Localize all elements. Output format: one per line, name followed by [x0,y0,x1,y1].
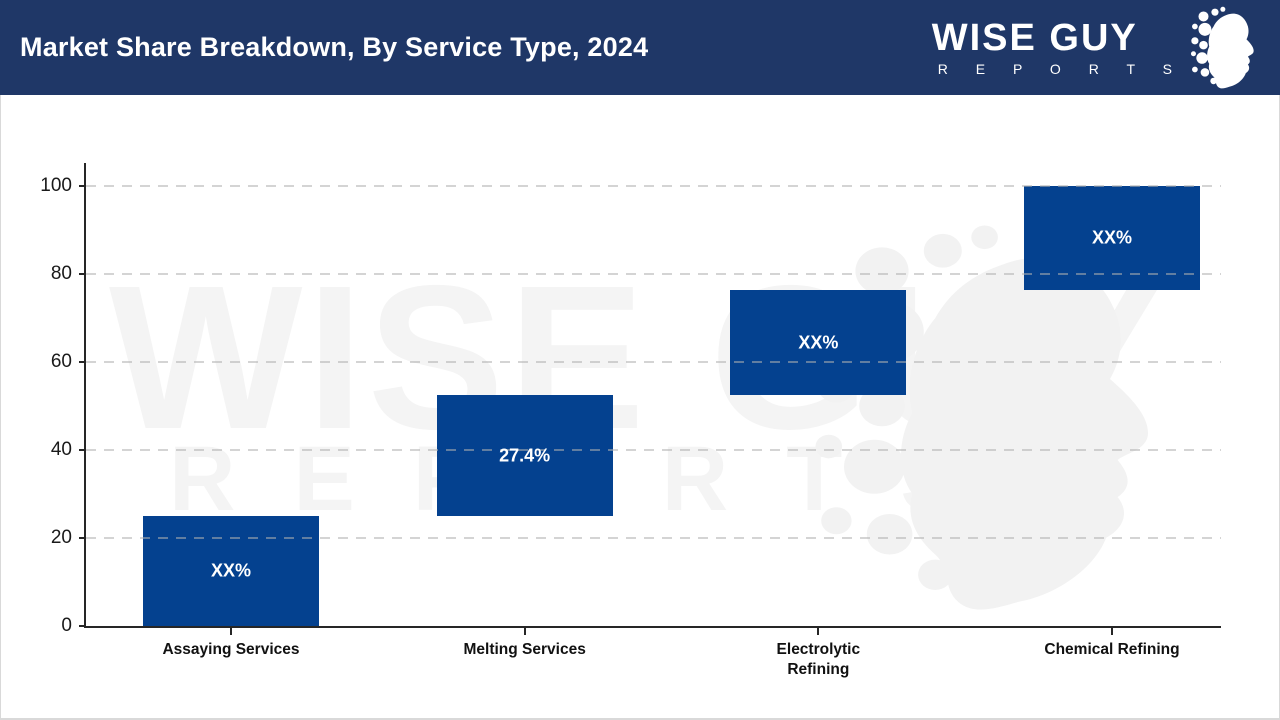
brand-subtitle: R E P O R T S [937,60,1184,77]
brand-face-icon [1190,6,1254,88]
y-tick-mark [79,537,86,539]
bar-2 [436,395,613,516]
y-tick-label: 60 [50,351,72,372]
x-tick-mark [817,628,820,635]
x-tick-mark [523,628,526,635]
brand-name: WISE GUY [931,16,1138,59]
y-tick-label: 40 [50,439,72,460]
bar-value-label: XX% [1091,227,1133,248]
y-tick-mark [79,449,86,451]
gridline-80 [86,273,1221,275]
bar-value-label: XX% [798,332,839,353]
plot-region: XX% 27.4% XX% XX% 0 20 40 60 80 100 Assaying Servi… [1,95,1279,718]
y-tick-mark [79,625,86,627]
gridline-20 [86,537,1221,539]
y-tick-mark [79,185,86,187]
gridline-100 [86,185,1221,187]
header-bar: Market Share Breakdown, By Service Type,… [0,0,1280,95]
bar-1 [143,516,319,626]
brand-logo-text: WISE GUY R E P O R T S [932,19,1184,77]
category-label-2: Melting Services [463,641,586,658]
gridline-60 [86,361,1221,363]
y-tick-mark [79,273,86,275]
bar-4 [1024,186,1200,290]
bar-3 [730,289,907,396]
category-label-4: Chemical Refining [1044,641,1180,658]
y-tick-label: 80 [50,263,72,284]
y-tick-label: 100 [40,175,72,196]
y-tick-label: 0 [61,615,72,636]
bar-value-label: 27.4% [499,445,551,466]
page-title: Market Share Breakdown, By Service Type,… [20,32,649,62]
category-label-3: Electrolytic Refining [776,641,861,679]
gridline-40 [86,449,1221,451]
y-axis-line [84,163,86,628]
x-tick-mark [1111,628,1113,635]
y-tick-mark [79,361,86,363]
category-label-1: Assaying Services [162,641,300,658]
bar-value-label: XX% [210,560,252,581]
y-tick-label: 20 [50,527,72,548]
x-axis-line [84,626,1221,628]
x-tick-mark [230,628,232,635]
brand-logo: WISE GUY R E P O R T S [932,5,1262,91]
